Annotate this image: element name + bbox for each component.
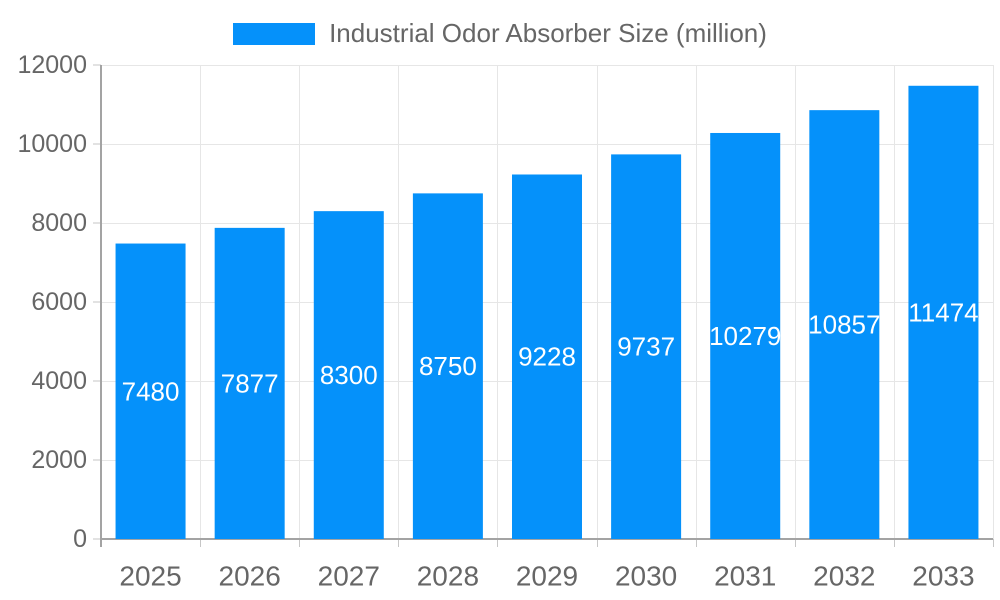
bar-value-label: 10279: [709, 321, 781, 351]
bar-value-label: 9737: [617, 332, 675, 362]
bar-value-label: 9228: [518, 342, 576, 372]
bar-value-label: 7480: [122, 376, 180, 406]
x-tick-label: 2030: [615, 561, 677, 592]
x-tick-label: 2033: [912, 561, 974, 592]
x-tick-label: 2027: [318, 561, 380, 592]
bar: [313, 211, 384, 539]
y-tick-label: 10000: [17, 130, 87, 158]
bar: [115, 243, 186, 540]
bar-value-label: 7877: [221, 368, 279, 398]
bar: [611, 154, 682, 540]
bar-value-label: 8750: [419, 351, 477, 381]
y-tick-label: 8000: [31, 209, 87, 237]
y-tick-label: 6000: [31, 288, 87, 316]
x-tick-label: 2029: [516, 561, 578, 592]
bar-value-label: 11474: [908, 297, 978, 327]
bar: [908, 85, 979, 539]
y-tick-label: 2000: [31, 446, 87, 474]
x-tick-label: 2028: [417, 561, 479, 592]
bar: [809, 110, 880, 539]
y-tick-label: 12000: [17, 51, 87, 79]
legend[interactable]: Industrial Odor Absorber Size (million): [0, 18, 1000, 49]
x-tick-label: 2032: [813, 561, 875, 592]
legend-swatch: [233, 22, 316, 45]
x-tick-label: 2026: [219, 561, 281, 592]
legend-label: Industrial Odor Absorber Size (million): [329, 18, 767, 48]
bar-value-label: 8300: [320, 360, 378, 390]
bar: [214, 227, 285, 539]
bar: [710, 132, 781, 540]
bar: [512, 174, 582, 539]
bar-value-label: 10857: [808, 310, 880, 340]
bar: [412, 193, 483, 539]
y-tick-label: 0: [73, 525, 87, 553]
y-tick-label: 4000: [31, 367, 87, 395]
x-tick-label: 2025: [119, 561, 181, 592]
x-tick-label: 2031: [714, 561, 776, 592]
